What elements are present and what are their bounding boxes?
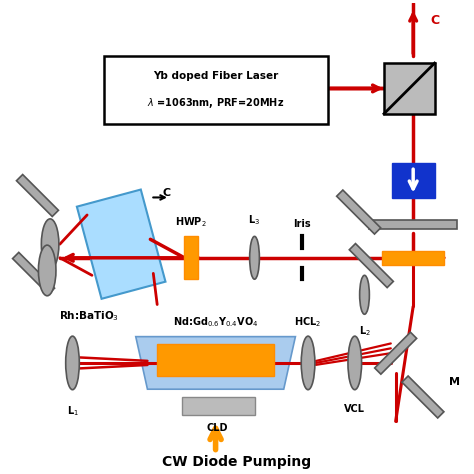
Text: CW Diode Pumping: CW Diode Pumping — [163, 456, 311, 469]
Bar — [384, 63, 435, 114]
Polygon shape — [369, 220, 457, 229]
Ellipse shape — [66, 336, 79, 390]
Text: C: C — [162, 188, 170, 198]
Polygon shape — [136, 337, 295, 389]
Polygon shape — [374, 332, 417, 374]
Ellipse shape — [38, 245, 56, 296]
Bar — [104, 56, 328, 125]
Ellipse shape — [348, 336, 362, 390]
Text: L$_2$: L$_2$ — [358, 324, 371, 338]
Polygon shape — [13, 252, 55, 294]
Bar — [157, 345, 274, 375]
Text: C: C — [431, 14, 440, 27]
Polygon shape — [402, 376, 444, 418]
Bar — [382, 251, 444, 264]
Ellipse shape — [360, 275, 369, 314]
Text: L$_3$: L$_3$ — [248, 213, 261, 227]
Text: HCL$_2$: HCL$_2$ — [294, 315, 322, 329]
Text: Yb doped Fiber Laser: Yb doped Fiber Laser — [153, 71, 278, 81]
Bar — [392, 164, 435, 199]
Ellipse shape — [41, 219, 59, 270]
Text: HWP$_2$: HWP$_2$ — [175, 215, 207, 228]
Text: CLD: CLD — [207, 423, 228, 433]
Polygon shape — [337, 190, 381, 234]
Ellipse shape — [250, 237, 259, 279]
Bar — [182, 397, 255, 414]
Text: L$_1$: L$_1$ — [66, 404, 79, 418]
Bar — [184, 237, 198, 279]
Polygon shape — [349, 244, 393, 288]
Polygon shape — [17, 174, 58, 217]
Text: Iris: Iris — [293, 219, 311, 228]
Text: $\lambda$ =1063nm, PRF=20MHz: $\lambda$ =1063nm, PRF=20MHz — [147, 96, 284, 110]
Text: Nd:Gd$_{0.6}$Y$_{0.4}$VO$_4$: Nd:Gd$_{0.6}$Y$_{0.4}$VO$_4$ — [173, 315, 258, 329]
Ellipse shape — [301, 336, 315, 390]
Text: VCL: VCL — [344, 404, 365, 414]
Text: M: M — [448, 377, 460, 387]
Text: Rh:BaTiO$_3$: Rh:BaTiO$_3$ — [59, 310, 119, 323]
Polygon shape — [77, 190, 165, 299]
